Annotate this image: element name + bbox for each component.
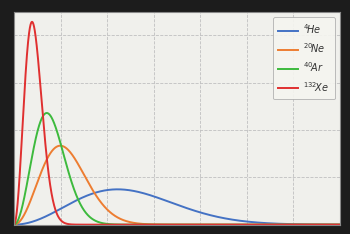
Legend: $^{4}\!He$, $^{20}\!Ne$, $^{40}\!Ar$, $^{132}\!Xe$: $^{4}\!He$, $^{20}\!Ne$, $^{40}\!Ar$, $^… [273,17,335,99]
